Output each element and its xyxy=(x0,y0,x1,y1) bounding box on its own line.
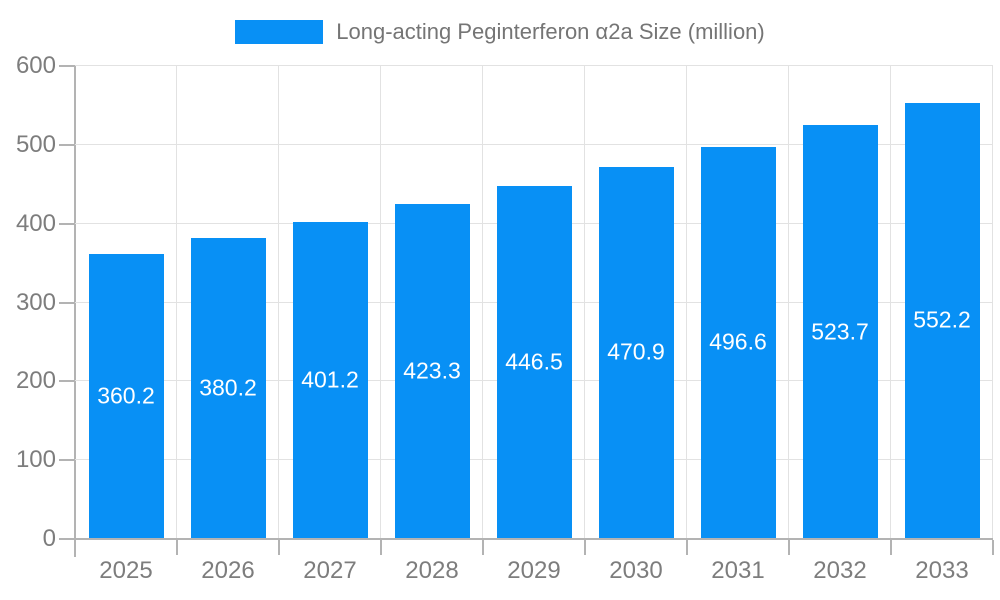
y-tick-label: 100 xyxy=(15,446,56,474)
gridline-vertical xyxy=(482,65,483,538)
bar[interactable]: 496.6 xyxy=(700,146,776,538)
y-axis-tick xyxy=(59,143,75,146)
x-axis-tick xyxy=(176,540,178,555)
x-tick-label: 2028 xyxy=(405,557,459,584)
legend[interactable]: Long-acting Peginterferon α2a Size (mill… xyxy=(0,18,1000,46)
gridline-vertical xyxy=(380,65,381,538)
x-axis-tick xyxy=(278,540,280,555)
bar-value-label: 523.7 xyxy=(811,318,869,345)
bar[interactable]: 523.7 xyxy=(802,125,878,538)
x-axis-tick xyxy=(992,540,994,555)
bar-value-label: 380.2 xyxy=(199,374,257,401)
x-tick-label: 2030 xyxy=(609,557,663,584)
x-tick-label: 2031 xyxy=(711,557,765,584)
bar[interactable]: 380.2 xyxy=(190,238,266,538)
x-tick-label: 2029 xyxy=(507,557,561,584)
bar-value-label: 552.2 xyxy=(913,306,971,333)
x-axis-tick xyxy=(584,540,586,555)
bar-value-label: 446.5 xyxy=(505,348,563,375)
gridline-vertical xyxy=(992,65,993,538)
bar[interactable]: 470.9 xyxy=(598,166,674,538)
y-tick-label: 500 xyxy=(15,130,56,158)
y-axis-tick xyxy=(59,222,75,225)
x-axis-tick xyxy=(380,540,382,555)
x-axis-tick xyxy=(482,540,484,555)
bar-value-label: 360.2 xyxy=(97,382,155,409)
gridline-vertical xyxy=(686,65,687,538)
gridline-horizontal xyxy=(75,143,993,145)
gridline-vertical xyxy=(890,65,891,538)
legend-swatch-icon xyxy=(235,20,324,44)
x-axis-tick xyxy=(686,540,688,555)
x-tick-label: 2025 xyxy=(99,557,153,584)
bar-value-label: 423.3 xyxy=(403,357,461,384)
x-axis-tick xyxy=(74,540,76,555)
x-tick-label: 2032 xyxy=(813,557,867,584)
bar[interactable]: 552.2 xyxy=(904,102,980,538)
x-tick-label: 2027 xyxy=(303,557,357,584)
y-axis-line xyxy=(74,65,76,557)
y-axis-tick xyxy=(59,380,75,383)
legend-label: Long-acting Peginterferon α2a Size (mill… xyxy=(336,19,765,44)
y-axis-tick xyxy=(59,459,75,462)
bar-value-label: 470.9 xyxy=(607,338,665,365)
x-axis-tick xyxy=(890,540,892,555)
gridline-horizontal xyxy=(75,65,993,66)
plot-area: 360.2 380.2 401.2 423.3 446.5 470.9 496.6 523.7… xyxy=(75,65,993,540)
x-tick-label: 2033 xyxy=(915,557,969,584)
bar[interactable]: 360.2 xyxy=(88,254,164,538)
gridline-vertical xyxy=(788,65,789,538)
y-tick-label: 200 xyxy=(15,367,56,395)
bar[interactable]: 401.2 xyxy=(292,221,368,538)
y-tick-label: 600 xyxy=(15,52,56,79)
x-tick-label: 2026 xyxy=(201,557,255,584)
gridline-vertical xyxy=(278,65,279,538)
y-tick-label: 0 xyxy=(42,525,56,552)
y-axis-tick xyxy=(59,538,75,540)
bar-value-label: 401.2 xyxy=(301,366,359,393)
x-axis-tick xyxy=(788,540,790,555)
y-tick-label: 300 xyxy=(15,288,56,316)
y-axis-tick xyxy=(59,65,75,67)
bar[interactable]: 423.3 xyxy=(394,204,470,538)
bar-value-label: 496.6 xyxy=(709,328,767,355)
bar[interactable]: 446.5 xyxy=(496,186,572,538)
y-axis-tick xyxy=(59,301,75,304)
gridline-vertical xyxy=(584,65,585,538)
y-tick-label: 400 xyxy=(15,209,56,237)
gridline-vertical xyxy=(176,65,177,538)
